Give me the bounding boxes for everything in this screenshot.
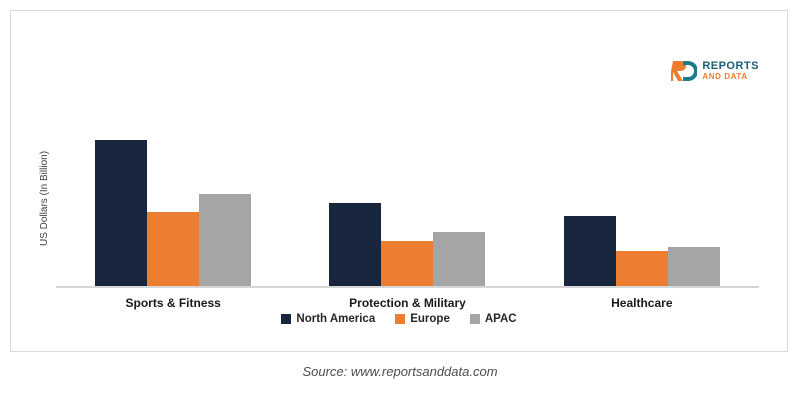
bar-europe [381, 240, 434, 286]
plot-wrap: Sports & Fitness Protection & Military Hea… [56, 111, 759, 312]
x-axis-labels: Sports & Fitness Protection & Military Hea… [56, 294, 759, 312]
bar-cluster [95, 140, 252, 286]
legend-swatch-icon [281, 314, 292, 324]
bar-north-america [95, 140, 148, 286]
bar-north-america [329, 202, 382, 286]
category-label: Healthcare [611, 296, 673, 310]
legend-label: APAC [484, 313, 517, 325]
bar-europe [147, 211, 200, 286]
logo-rd-icon [671, 59, 698, 83]
bar-cluster [329, 202, 486, 286]
chart-region: US Dollars (In Billion) Sports & Fitness… [39, 111, 759, 312]
source-text: Source: www.reportsanddata.com [302, 364, 498, 379]
legend-swatch-icon [469, 314, 480, 324]
bar-group [56, 111, 290, 286]
bar-group [290, 111, 524, 286]
legend-label: North America [296, 313, 376, 325]
bar-apac [433, 232, 486, 286]
bar-apac [199, 194, 252, 286]
plot-area [56, 111, 759, 288]
category-label: Sports & Fitness [125, 296, 221, 310]
bar-cluster [563, 216, 720, 286]
legend-label: Europe [410, 313, 450, 325]
legend-item-europe: Europe [395, 313, 450, 325]
y-axis-label: US Dollars (In Billion) [39, 150, 50, 247]
logo-text-reports: REPORTS [702, 60, 759, 73]
legend-item-north-america: North America [281, 313, 375, 325]
bar-apac [667, 246, 720, 286]
category-label: Protection & Military [349, 296, 466, 310]
legend-item-apac: APAC [469, 313, 517, 325]
chart-card: REPORTS AND DATA US Dollars (In Billion)… [10, 10, 788, 352]
logo-text-and-data: AND DATA [702, 71, 748, 81]
bar-north-america [563, 216, 616, 286]
bar-europe [615, 251, 668, 286]
bar-group [525, 111, 759, 286]
reports-and-data-logo: REPORTS AND DATA [671, 59, 759, 83]
logo-text: REPORTS AND DATA [702, 60, 759, 81]
legend: North America Europe APAC [11, 313, 787, 325]
legend-swatch-icon [395, 314, 406, 324]
